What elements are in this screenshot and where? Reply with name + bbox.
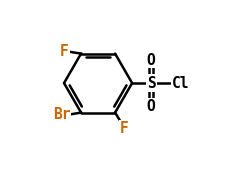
Text: F: F [120,121,129,136]
Text: S: S [147,76,156,91]
Text: Cl: Cl [172,76,189,91]
Text: Br: Br [53,107,71,122]
Text: F: F [60,44,69,59]
Text: O: O [146,53,155,68]
Text: O: O [146,99,155,114]
